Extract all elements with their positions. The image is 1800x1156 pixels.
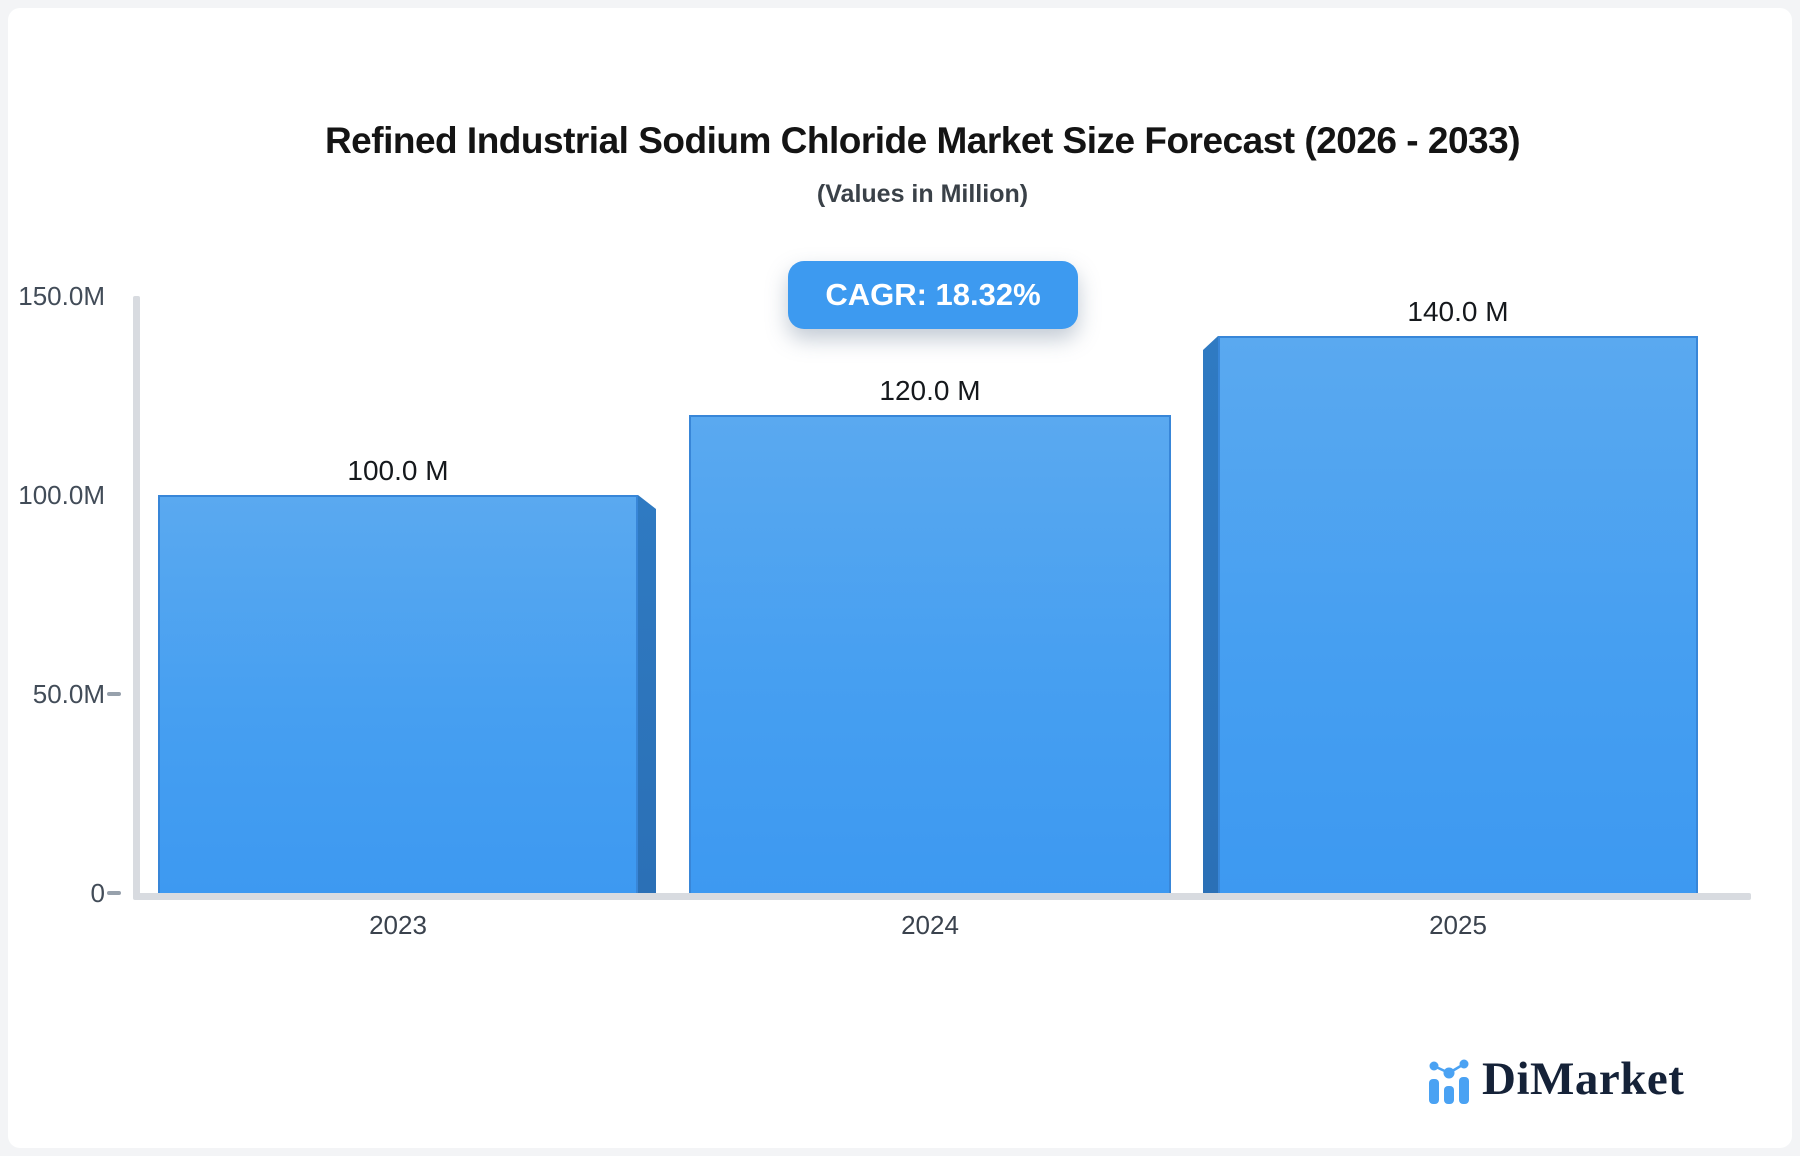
x-axis-label-2023: 2023 — [369, 910, 427, 940]
x-axis-line — [133, 893, 1751, 900]
chart-subtitle: (Values in Million) — [816, 180, 1029, 208]
x-axis-label-2024: 2024 — [901, 910, 959, 940]
bar-2023-3d-side — [638, 495, 656, 893]
y-tick-mark-0 — [107, 891, 121, 895]
bar-2023-face[interactable] — [158, 495, 638, 893]
x-axis-label-2025: 2025 — [1429, 910, 1487, 940]
y-tick-label-50m: 50.0M — [32, 679, 105, 709]
y-tick-label-100m: 100.0M — [18, 480, 105, 510]
chart-title: Refined Industrial Sodium Chloride Marke… — [324, 120, 1521, 161]
cagr-badge: CAGR: 18.32% — [788, 261, 1078, 329]
chart-card: Refined Industrial Sodium Chloride Marke… — [8, 8, 1792, 1148]
y-tick-label-0: 0 — [90, 878, 105, 908]
bar-2023-value-label: 100.0 M — [347, 455, 449, 486]
bar-2025-value-label: 140.0 M — [1407, 296, 1509, 327]
brand-name: DiMarket — [1482, 1053, 1685, 1105]
brand-logo[interactable]: DiMarket — [1428, 1050, 1684, 1104]
bar-2025-3d-side — [1203, 336, 1218, 893]
bar-2024-value-label: 120.0 M — [879, 375, 981, 406]
bar-2025-face[interactable] — [1218, 336, 1698, 893]
y-tick-mark-50m — [107, 692, 121, 696]
y-axis-line — [133, 296, 140, 896]
mini-bar-chart-icon — [1429, 1059, 1469, 1104]
bar-2024-face[interactable] — [689, 415, 1171, 893]
y-tick-label-150m: 150.0M — [18, 281, 105, 311]
